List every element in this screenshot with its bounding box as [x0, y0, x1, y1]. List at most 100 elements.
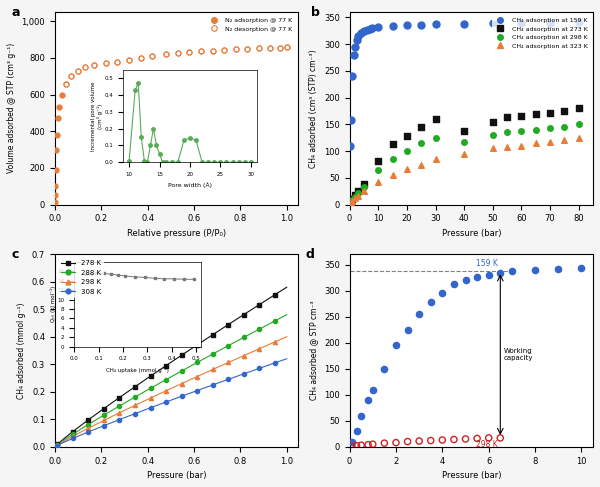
308 K: [69, 435, 76, 441]
Point: [472, 434, 482, 442]
298 K: [69, 433, 76, 439]
Point: [356, 441, 366, 449]
N₂ adsorption @ 77 K: [114, 58, 121, 64]
CH₄ adsorption at 159 K: [362, 26, 371, 34]
Point: [496, 269, 505, 277]
Text: b: b: [311, 6, 320, 19]
308 K: [131, 411, 139, 416]
N₂ desorption @ 77 K: [149, 53, 156, 59]
X-axis label: Pressure (bar): Pressure (bar): [147, 471, 206, 480]
308 K: [209, 382, 217, 388]
N₂ desorption @ 77 K: [125, 57, 133, 63]
Point: [449, 281, 459, 288]
278 K: [194, 342, 201, 348]
CH₄ adsorption at 159 K: [353, 32, 363, 40]
CH₄ adsorption at 159 K: [402, 21, 412, 29]
CH₄ adsorption at 298 K: [460, 138, 469, 146]
N₂ desorption @ 77 K: [283, 44, 290, 50]
N₂ adsorption @ 77 K: [53, 147, 60, 152]
278 K: [116, 394, 123, 400]
CH₄ adsorption at 273 K: [347, 195, 357, 203]
CH₄ adsorption at 323 K: [359, 187, 369, 195]
N₂ adsorption @ 77 K: [209, 48, 216, 54]
278 K: [85, 417, 92, 423]
Point: [364, 396, 373, 404]
288 K: [194, 359, 201, 365]
Text: a: a: [11, 6, 20, 19]
298 K: [100, 417, 107, 423]
CH₄ adsorption at 323 K: [545, 138, 555, 146]
Point: [484, 271, 494, 279]
Point: [368, 386, 377, 393]
Legend: CH₄ adsorption at 159 K, CH₄ adsorption at 273 K, CH₄ adsorption at 298 K, CH₄ a: CH₄ adsorption at 159 K, CH₄ adsorption …: [491, 15, 590, 51]
298 K: [178, 381, 185, 387]
CH₄ adsorption at 159 K: [365, 25, 374, 33]
Line: 288 K: 288 K: [55, 319, 277, 447]
Point: [391, 341, 401, 349]
CH₄ adsorption at 298 K: [488, 131, 497, 139]
N₂ adsorption @ 77 K: [163, 51, 170, 57]
N₂ adsorption @ 77 K: [283, 44, 290, 50]
Text: 298 K: 298 K: [476, 440, 498, 450]
288 K: [53, 442, 61, 448]
N₂ adsorption @ 77 K: [232, 46, 239, 52]
288 K: [100, 412, 107, 418]
278 K: [271, 292, 278, 298]
CH₄ adsorption at 323 K: [402, 166, 412, 173]
N₂ desorption @ 77 K: [63, 81, 70, 87]
308 K: [163, 399, 170, 405]
N₂ desorption @ 77 K: [102, 60, 109, 66]
N₂ adsorption @ 77 K: [276, 45, 283, 51]
CH₄ adsorption at 298 K: [346, 199, 356, 206]
Point: [347, 442, 357, 450]
Line: 298 K: 298 K: [55, 340, 277, 447]
Point: [507, 267, 517, 275]
278 K: [100, 406, 107, 412]
CH₄ adsorption at 323 K: [488, 145, 497, 152]
Point: [461, 276, 470, 284]
CH₄ adsorption at 323 K: [346, 199, 356, 207]
CH₄ adsorption at 298 K: [373, 166, 383, 174]
CH₄ adsorption at 159 K: [352, 36, 362, 44]
N₂ adsorption @ 77 K: [91, 62, 98, 68]
N₂ desorption @ 77 K: [221, 47, 228, 53]
CH₄ adsorption at 159 K: [388, 22, 397, 30]
N₂ desorption @ 77 K: [267, 45, 274, 51]
Y-axis label: Volume adsorbed @ STP (cm³ g⁻¹): Volume adsorbed @ STP (cm³ g⁻¹): [7, 43, 16, 173]
Y-axis label: CH₄ adsorbed (mmol g⁻¹): CH₄ adsorbed (mmol g⁻¹): [17, 302, 26, 399]
298 K: [271, 339, 278, 345]
CH₄ adsorption at 159 K: [517, 19, 526, 27]
Point: [461, 435, 470, 443]
288 K: [116, 403, 123, 409]
278 K: [53, 442, 61, 448]
CH₄ adsorption at 323 K: [560, 136, 569, 144]
CH₄ adsorption at 273 K: [560, 107, 569, 115]
CH₄ adsorption at 273 K: [346, 198, 356, 206]
288 K: [163, 376, 170, 382]
CH₄ adsorption at 159 K: [416, 21, 426, 29]
CH₄ adsorption at 159 K: [574, 19, 584, 26]
Point: [437, 289, 447, 297]
288 K: [147, 385, 154, 391]
CH₄ adsorption at 298 K: [531, 126, 541, 133]
Point: [403, 438, 412, 446]
CH₄ adsorption at 323 K: [350, 194, 360, 202]
CH₄ adsorption at 298 K: [346, 200, 355, 207]
N₂ desorption @ 77 K: [114, 58, 121, 64]
CH₄ adsorption at 159 K: [346, 116, 356, 124]
Point: [437, 436, 447, 444]
CH₄ adsorption at 298 K: [347, 196, 357, 204]
Y-axis label: CH₄ adsorbed @ STP cm⁻³: CH₄ adsorbed @ STP cm⁻³: [310, 300, 319, 400]
Text: 159 K: 159 K: [476, 259, 498, 268]
N₂ desorption @ 77 K: [91, 62, 98, 68]
Point: [415, 437, 424, 445]
278 K: [69, 429, 76, 434]
CH₄ adsorption at 273 K: [460, 128, 469, 135]
Point: [352, 427, 361, 435]
Point: [347, 438, 357, 446]
Y-axis label: CH₄ adsorbed (cm³ (STP) cm⁻³): CH₄ adsorbed (cm³ (STP) cm⁻³): [310, 49, 319, 168]
Text: Working
capacity: Working capacity: [504, 348, 533, 361]
278 K: [131, 384, 139, 390]
Line: 308 K: 308 K: [55, 361, 277, 448]
X-axis label: Pressure (bar): Pressure (bar): [442, 229, 501, 238]
